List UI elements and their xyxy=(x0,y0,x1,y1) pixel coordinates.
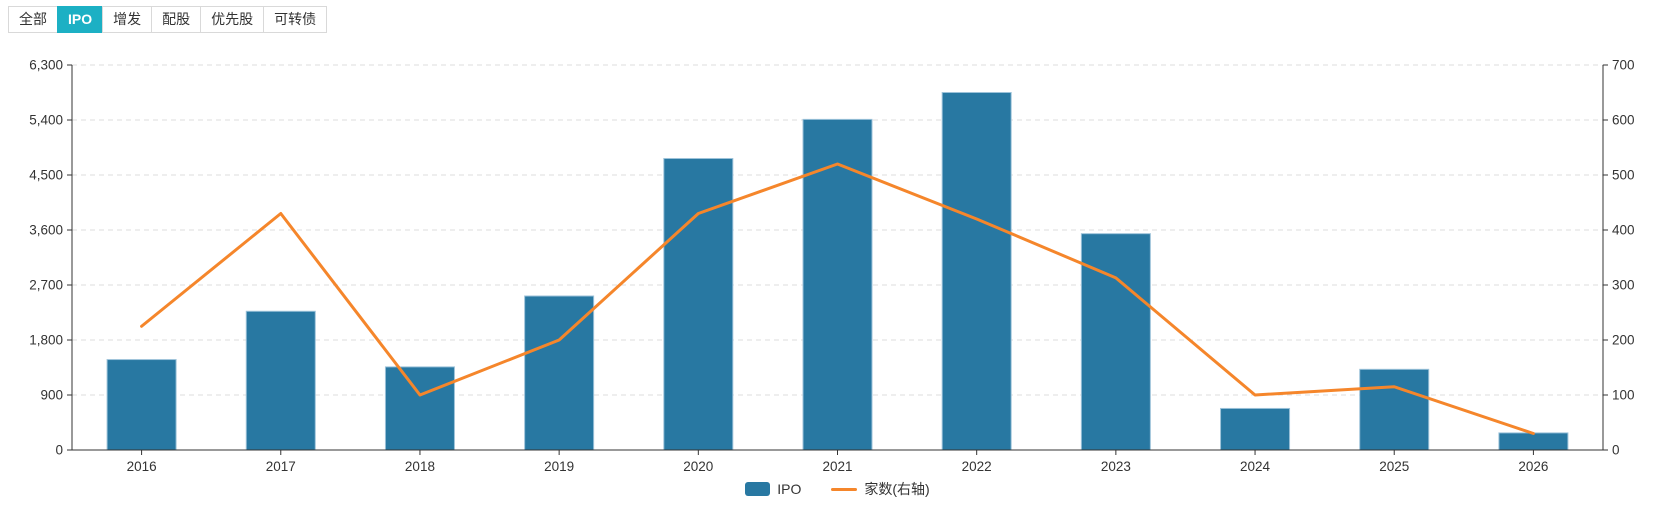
right-axis-label: 300 xyxy=(1612,278,1635,293)
tab-convertible[interactable]: 可转债 xyxy=(263,6,328,33)
tab-ipo[interactable]: IPO xyxy=(57,6,104,33)
left-axis-label: 3,600 xyxy=(29,223,63,238)
bar-series-swatch-icon xyxy=(745,482,771,496)
left-axis-label: 6,300 xyxy=(29,58,63,73)
x-axis-label-2023: 2023 xyxy=(1101,459,1131,474)
security-type-tabbar: 全部 IPO 增发 配股 优先股 可转债 xyxy=(8,6,328,33)
left-axis-label: 900 xyxy=(40,388,63,403)
left-axis-label: 5,400 xyxy=(29,113,63,128)
left-axis-label: 0 xyxy=(55,443,63,458)
left-axis-label: 2,700 xyxy=(29,278,63,293)
tab-preferred[interactable]: 优先股 xyxy=(200,6,265,33)
x-axis-label-2024: 2024 xyxy=(1240,459,1271,474)
right-axis-label: 600 xyxy=(1612,113,1635,128)
legend-label-ipo: IPO xyxy=(777,481,802,497)
left-axis-label: 4,500 xyxy=(29,168,63,183)
bar-2025[interactable] xyxy=(1359,368,1430,451)
x-axis-label-2021: 2021 xyxy=(822,459,852,474)
bar-2024[interactable] xyxy=(1220,407,1291,451)
bar-2021[interactable] xyxy=(802,118,873,451)
legend-label-count: 家数(右轴) xyxy=(864,481,930,497)
bar-2020[interactable] xyxy=(663,158,734,451)
x-axis-label-2017: 2017 xyxy=(266,459,296,474)
x-axis-label-2019: 2019 xyxy=(544,459,574,474)
x-axis-label-2022: 2022 xyxy=(962,459,992,474)
legend-item-ipo[interactable]: IPO xyxy=(745,481,801,497)
x-axis-label-2026: 2026 xyxy=(1518,459,1548,474)
x-axis-label-2016: 2016 xyxy=(127,459,157,474)
right-axis-label: 0 xyxy=(1612,443,1620,458)
bar-2017[interactable] xyxy=(245,310,316,451)
x-axis-label-2018: 2018 xyxy=(405,459,435,474)
bar-2026[interactable] xyxy=(1498,432,1569,451)
right-axis-label: 700 xyxy=(1612,58,1635,73)
chart-legend: IPO 家数(右轴) xyxy=(72,479,1603,499)
line-series-swatch-icon xyxy=(831,487,858,491)
bar-2018[interactable] xyxy=(384,366,455,451)
x-axis-label-2025: 2025 xyxy=(1379,459,1409,474)
x-axis-label-2020: 2020 xyxy=(683,459,713,474)
right-axis-label: 200 xyxy=(1612,333,1635,348)
right-axis-label: 400 xyxy=(1612,223,1635,238)
bar-2016[interactable] xyxy=(106,359,177,451)
bar-2019[interactable] xyxy=(524,295,595,451)
tab-all[interactable]: 全部 xyxy=(8,6,58,33)
bar-2022[interactable] xyxy=(941,92,1012,451)
left-axis-label: 1,800 xyxy=(29,333,63,348)
tab-rights-issue[interactable]: 配股 xyxy=(151,6,202,33)
legend-item-count[interactable]: 家数(右轴) xyxy=(831,479,930,499)
right-axis-label: 100 xyxy=(1612,388,1635,403)
line-series[interactable] xyxy=(140,162,1535,435)
tab-secondary[interactable]: 增发 xyxy=(102,6,153,33)
right-axis-label: 500 xyxy=(1612,168,1635,183)
